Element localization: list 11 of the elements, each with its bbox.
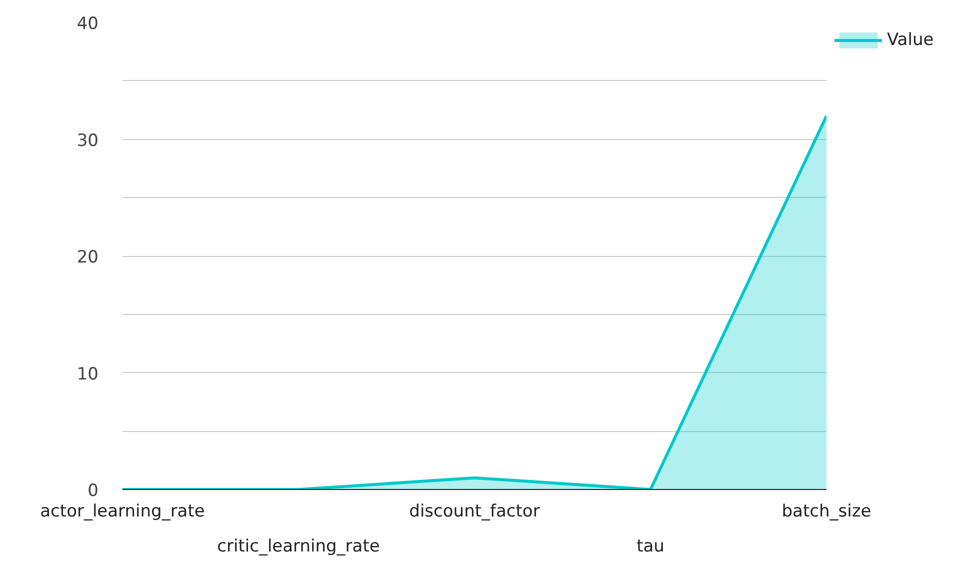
x-tick-label: actor_learning_rate — [40, 502, 205, 522]
y-tick-label: 20 — [76, 248, 99, 268]
y-tick-label: 30 — [76, 130, 99, 151]
x-tick-label: batch_size — [782, 502, 872, 522]
x-tick-label: tau — [636, 536, 664, 556]
legend-label: Value — [887, 30, 934, 50]
x-tick-label: discount_factor — [409, 502, 540, 522]
y-tick-label: 0 — [88, 481, 99, 501]
y-tick-label: 40 — [76, 14, 99, 34]
x-tick-label: critic_learning_rate — [217, 536, 380, 556]
y-tick-label: 10 — [76, 364, 99, 384]
